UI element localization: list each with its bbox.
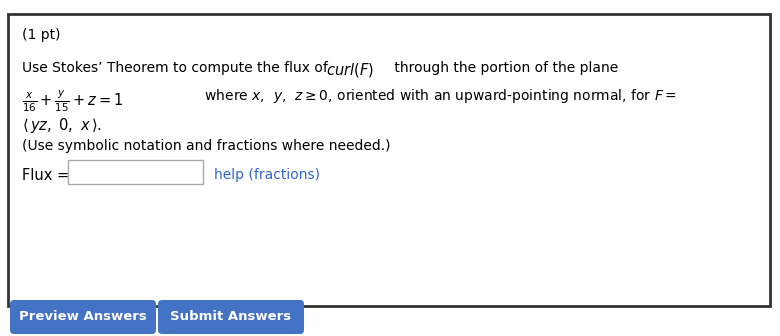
Text: Submit Answers: Submit Answers [171,310,292,324]
Text: where $x$,  $y$,  $z \geq 0$, oriented with an upward-pointing normal, for $F =$: where $x$, $y$, $z \geq 0$, oriented wit… [200,87,677,105]
FancyBboxPatch shape [68,160,203,184]
Text: Preview Answers: Preview Answers [20,310,147,324]
FancyBboxPatch shape [158,300,304,334]
Text: (Use symbolic notation and fractions where needed.): (Use symbolic notation and fractions whe… [22,139,391,153]
Text: through the portion of the plane: through the portion of the plane [390,61,619,75]
FancyBboxPatch shape [10,300,156,334]
Text: $\mathit{curl}(F)$: $\mathit{curl}(F)$ [326,61,374,79]
FancyBboxPatch shape [8,14,770,306]
Text: Use Stokes’ Theorem to compute the flux of: Use Stokes’ Theorem to compute the flux … [22,61,332,75]
Text: $\langle\, yz,\ 0,\ x\,\rangle.$: $\langle\, yz,\ 0,\ x\,\rangle.$ [22,116,102,135]
Text: $\frac{x}{16} + \frac{y}{15} + z = 1$: $\frac{x}{16} + \frac{y}{15} + z = 1$ [22,89,123,114]
Text: Flux =: Flux = [22,168,69,183]
Text: (1 pt): (1 pt) [22,28,61,42]
Text: help (fractions): help (fractions) [214,168,320,182]
